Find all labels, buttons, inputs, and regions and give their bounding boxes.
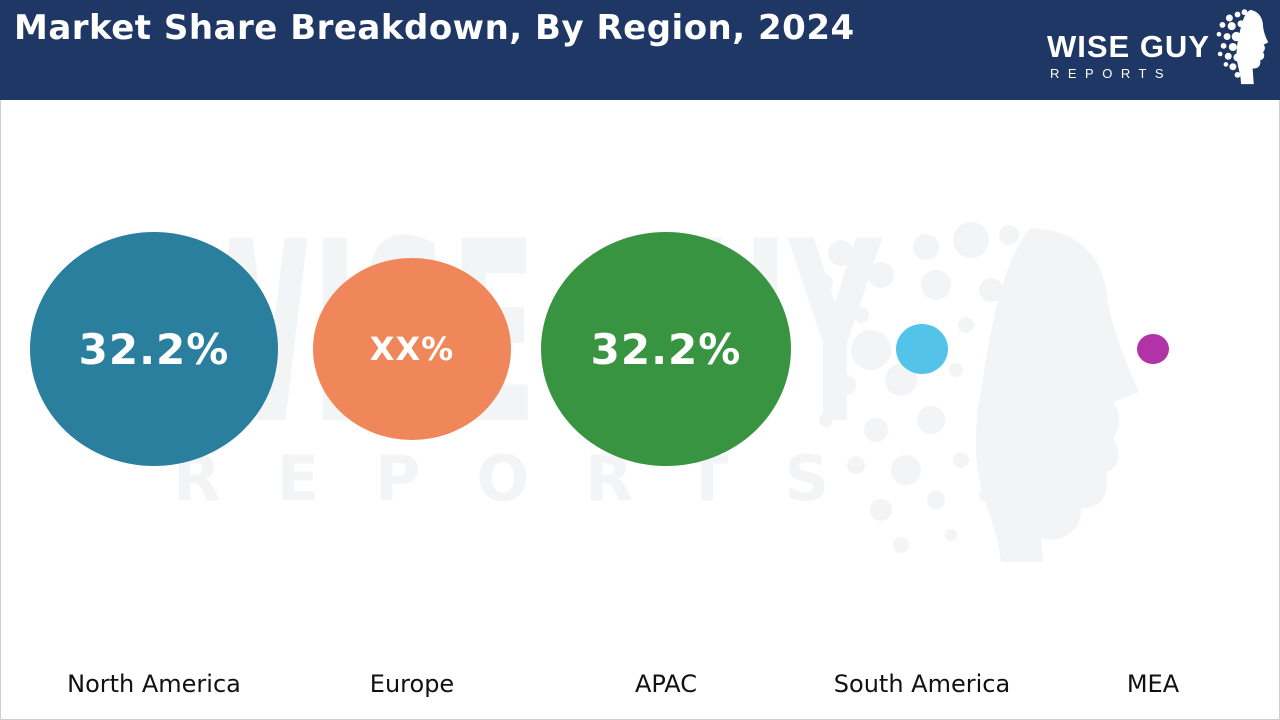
region-label-mea: MEA <box>1126 670 1180 698</box>
watermark-head-icon <box>815 222 1139 562</box>
bubble-value-label-europe: XX% <box>369 330 455 368</box>
bubble-chart: 32.2% North America XX% Europe 32.2% APAC Sout… <box>1 100 1280 720</box>
logo-wordmark: WISE GUY <box>1046 29 1210 65</box>
bubble-value-label-north-america: 32.2% <box>78 324 230 374</box>
page-title: Market Share Breakdown, By Region, 2024 <box>14 8 855 48</box>
logo-text: WISE GUY REPORTS <box>1047 13 1210 81</box>
region-label-north-america: North America <box>67 670 241 698</box>
brand-logo: WISE GUY REPORTS <box>1047 6 1270 88</box>
logo-subtext: REPORTS <box>1049 65 1173 81</box>
wiseguy-head-icon <box>1216 9 1269 85</box>
region-label-europe: Europe <box>369 670 455 698</box>
bubble-europe: XX% <box>313 258 511 440</box>
bubble-mea <box>1137 334 1169 364</box>
bubble-value-label-apac: 32.2% <box>590 324 742 374</box>
bubble-apac: 32.2% <box>541 232 791 466</box>
region-label-south-america: South America <box>833 670 1011 698</box>
header-bar: Market Share Breakdown, By Region, 2024 … <box>0 0 1280 100</box>
bubble-south-america <box>896 324 948 374</box>
chart-area: WISE GUY REPORTS 32.2% North America XX% Eu… <box>0 100 1280 720</box>
region-label-apac: APAC <box>634 670 698 698</box>
bubble-north-america: 32.2% <box>30 232 278 466</box>
